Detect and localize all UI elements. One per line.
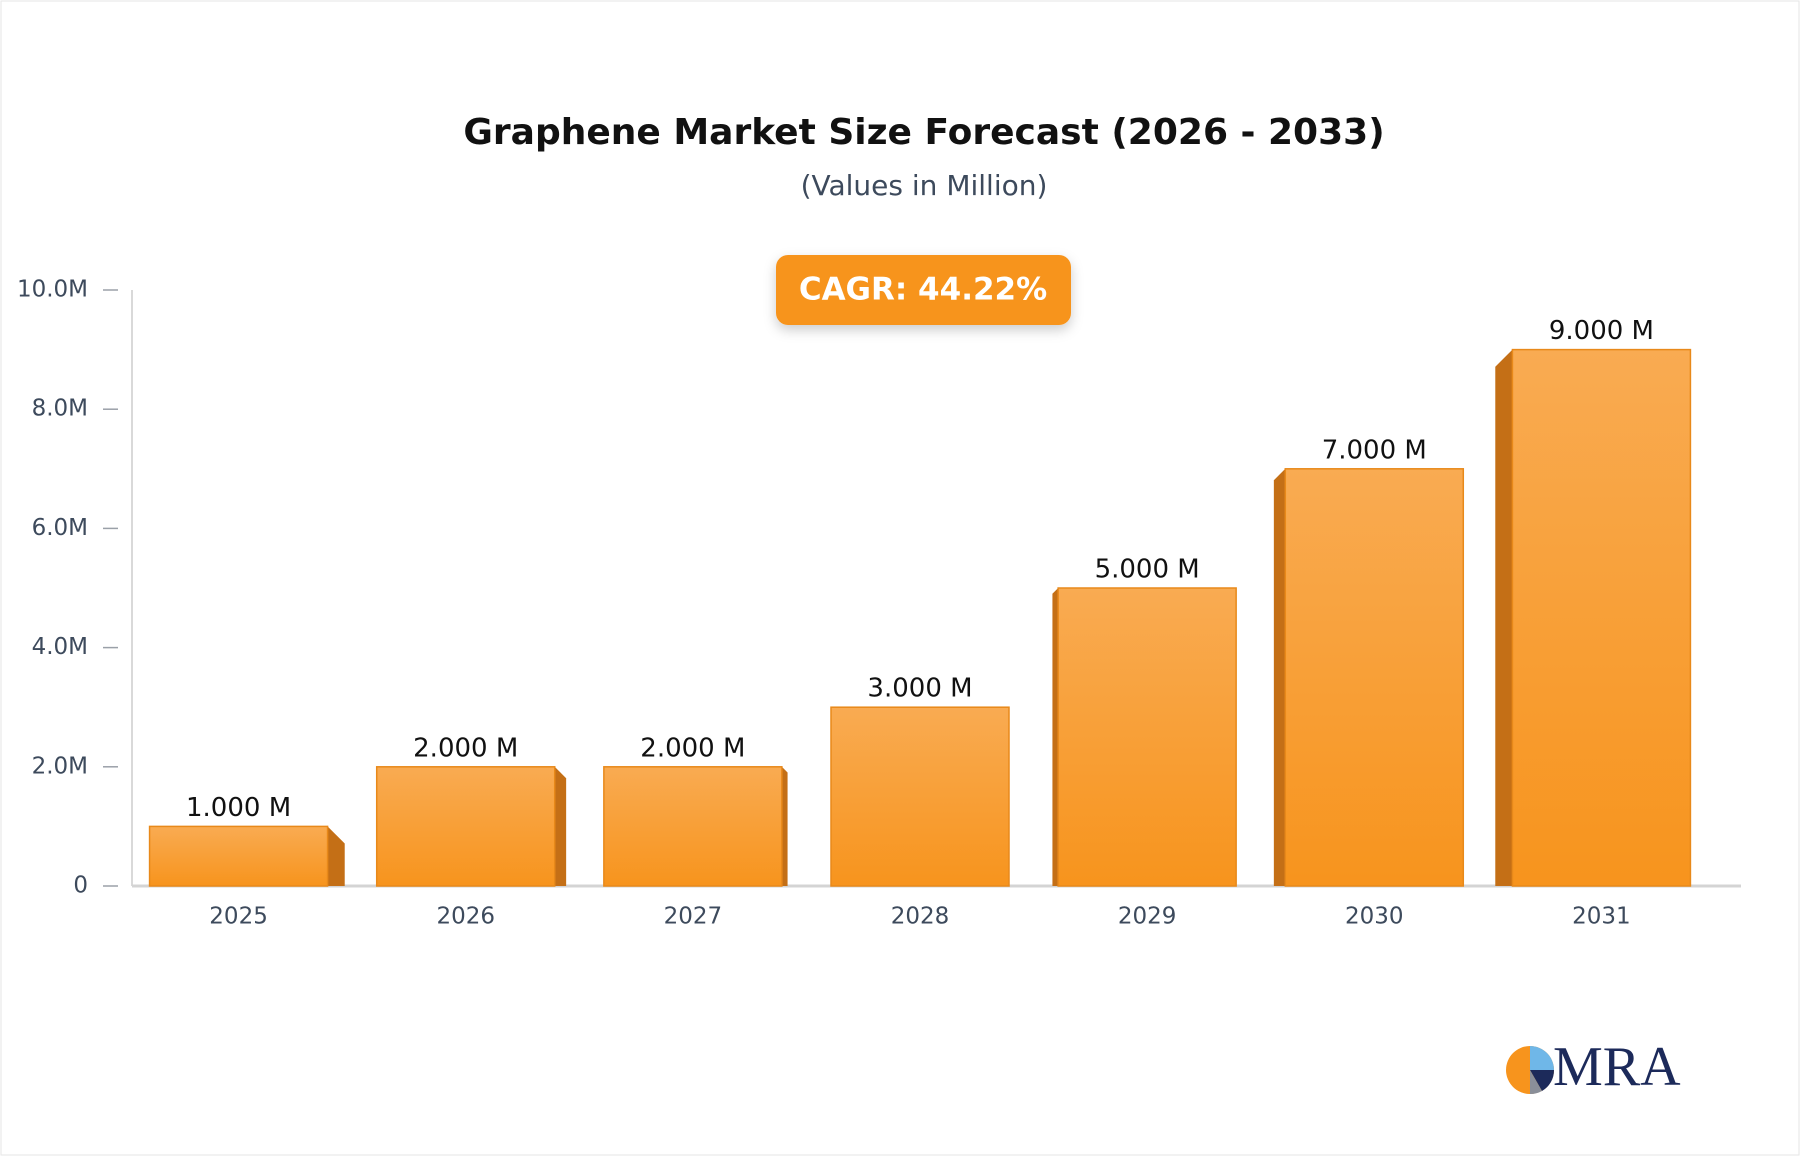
value-label: 2.000 M — [640, 733, 745, 763]
bar-side — [554, 766, 567, 886]
cagr-label: CAGR: 44.22% — [799, 272, 1047, 308]
x-tick-label: 2030 — [1345, 904, 1404, 930]
y-tick-label: 4.0M — [32, 634, 88, 660]
y-tick-label: 0 — [73, 873, 88, 899]
y-tick-label: 6.0M — [32, 515, 88, 541]
value-label: 7.000 M — [1322, 435, 1427, 465]
bar-side — [1495, 349, 1513, 887]
chart-subtitle: (Values in Million) — [801, 169, 1048, 202]
value-label: 1.000 M — [186, 793, 291, 823]
value-label: 5.000 M — [1095, 555, 1200, 585]
logo: MRA — [1506, 1036, 1681, 1098]
value-label: 3.000 M — [867, 674, 972, 704]
logo-icon-part — [1530, 1070, 1555, 1091]
x-tick-label: 2031 — [1572, 904, 1631, 930]
bar — [830, 706, 1010, 887]
y-tick-label: 8.0M — [32, 396, 88, 422]
bar — [375, 766, 556, 887]
bar — [1284, 468, 1465, 887]
logo-icon-part — [1530, 1046, 1554, 1070]
x-tick-label: 2025 — [209, 904, 268, 930]
x-tick-label: 2029 — [1118, 904, 1177, 930]
chart-title: Graphene Market Size Forecast (2026 - 20… — [463, 112, 1384, 153]
x-tick-label: 2028 — [891, 904, 950, 930]
bar-side — [781, 766, 788, 886]
x-tick-label: 2027 — [664, 904, 723, 930]
bar — [148, 825, 329, 887]
bar-side — [1052, 588, 1059, 886]
cagr-badge — [776, 255, 1071, 325]
y-tick-label: 2.0M — [32, 753, 88, 779]
bar — [1511, 348, 1692, 887]
bar-side — [1273, 468, 1286, 886]
logo-text: MRA — [1553, 1036, 1681, 1098]
y-tick-label: 10.0M — [17, 277, 88, 303]
x-tick-label: 2026 — [436, 904, 495, 930]
bar-side — [327, 826, 345, 886]
value-label: 9.000 M — [1549, 316, 1654, 346]
value-label: 2.000 M — [413, 733, 518, 763]
logo-icon-part — [1530, 1070, 1542, 1095]
bar — [1057, 587, 1237, 887]
bar — [603, 766, 783, 887]
